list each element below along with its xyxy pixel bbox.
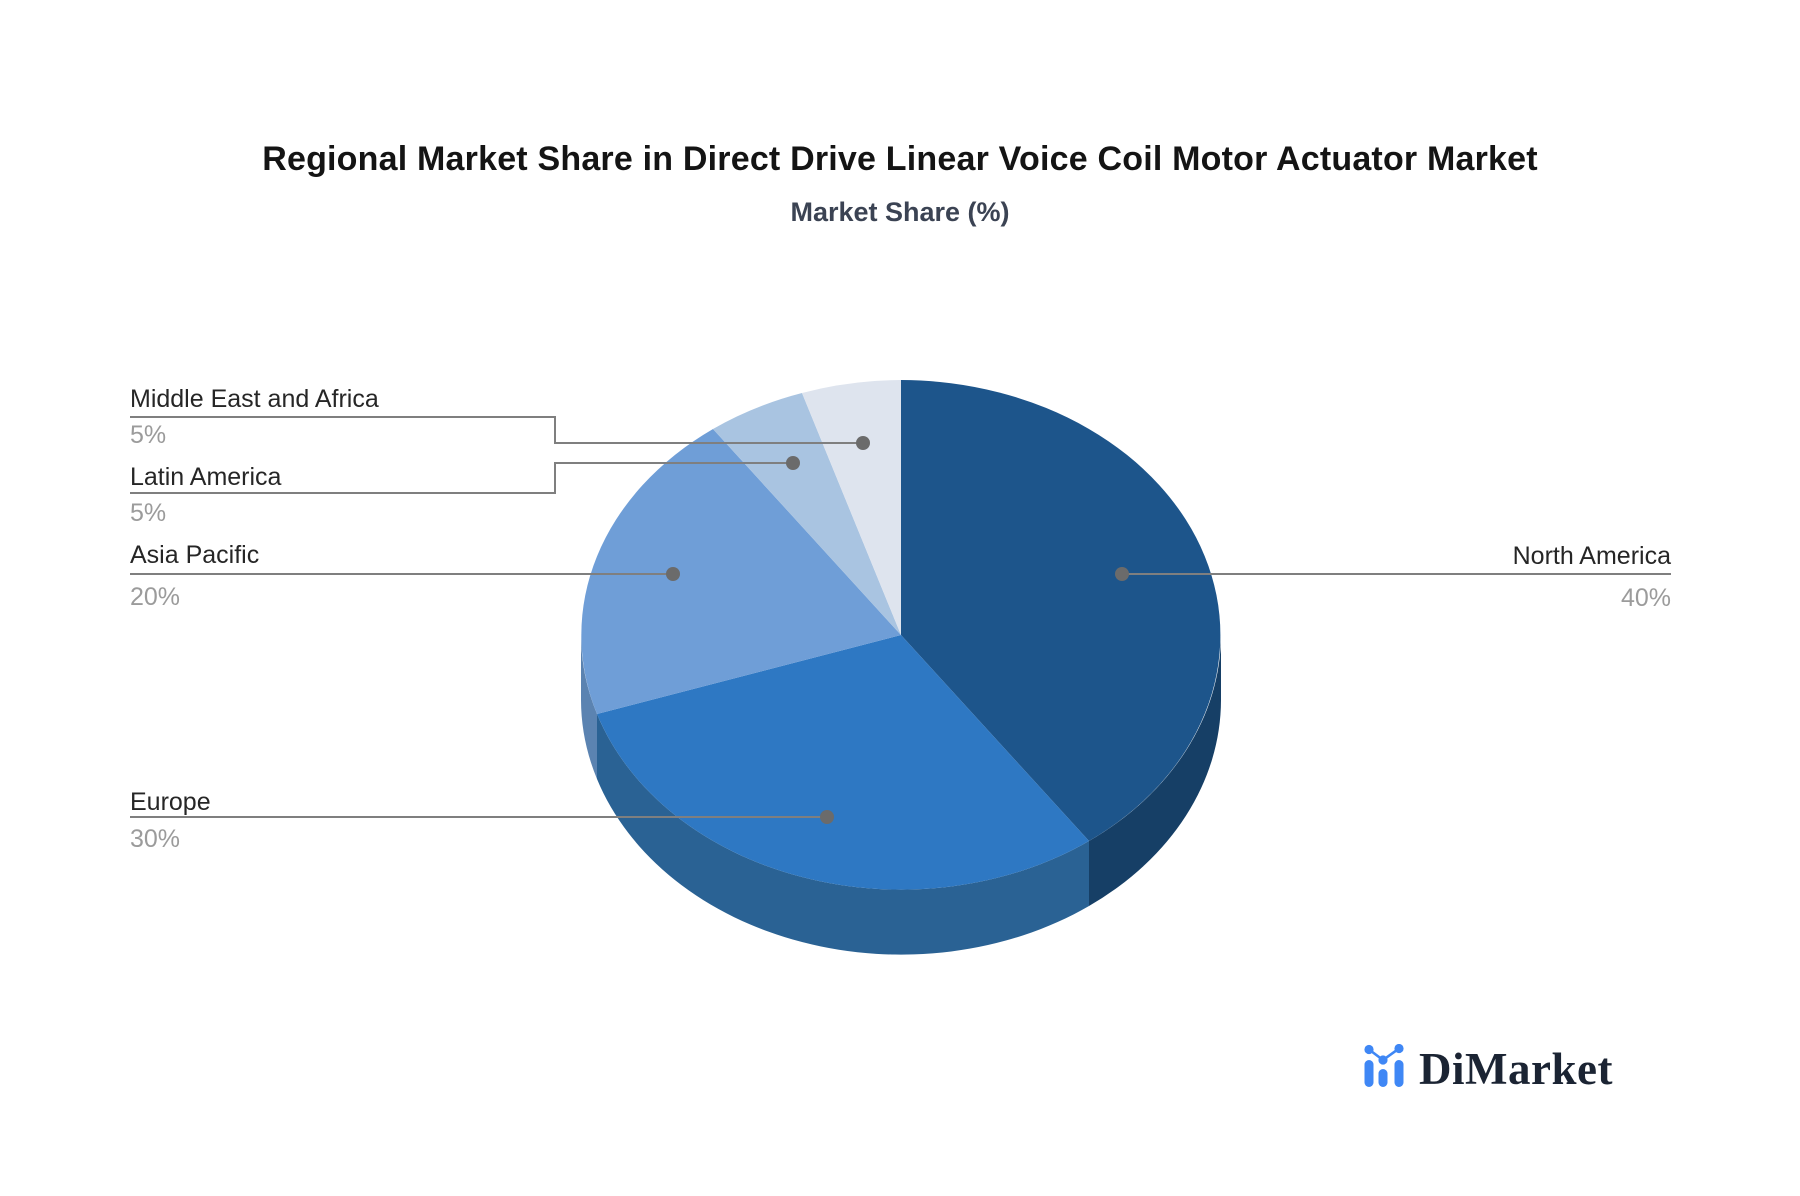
pie-slice-asia-pacific[interactable] [581,429,901,714]
label-latin-america-name: Latin America [130,463,282,491]
chart-subtitle: Market Share (%) [790,197,1010,227]
pie-slice-north-america-side[interactable] [1089,635,1221,906]
label-middle-east-and-africa-value: 5% [130,421,167,449]
leader-line-latin-america [130,462,793,494]
leader-dot-middle-east-and-africa [856,436,870,450]
pie-slice-asia-pacific-side[interactable] [581,635,597,779]
dimarket-logo-text: DiMarket [1419,1044,1613,1094]
brand-logo: DiMarket [1364,1044,1613,1092]
label-north-america-value: 40% [1620,584,1671,612]
pie-slice-europe-side[interactable] [597,714,1089,955]
label-middle-east-and-africa-name: Middle East and Africa [130,385,379,413]
leader-dot-asia-pacific [666,567,680,581]
label-europe-value: 30% [130,825,181,853]
label-north-america-name: North America [1512,542,1671,570]
pie-slice-latin-america[interactable] [713,393,901,635]
pie-slice-europe[interactable] [597,635,1089,890]
pie-slice-north-america[interactable] [901,380,1221,841]
dimarket-logo-icon [1364,1044,1404,1087]
label-europe-name: Europe [130,788,211,816]
chart-title: Regional Market Share in Direct Drive Li… [262,140,1538,178]
leader-dot-europe [820,810,834,824]
label-asia-pacific-value: 20% [130,583,181,611]
leader-dot-north-america [1115,567,1129,581]
leader-line-middle-east-and-africa [130,416,863,444]
label-latin-america-value: 5% [130,499,167,527]
leader-dot-latin-america [786,456,800,470]
label-asia-pacific-name: Asia Pacific [130,541,260,569]
